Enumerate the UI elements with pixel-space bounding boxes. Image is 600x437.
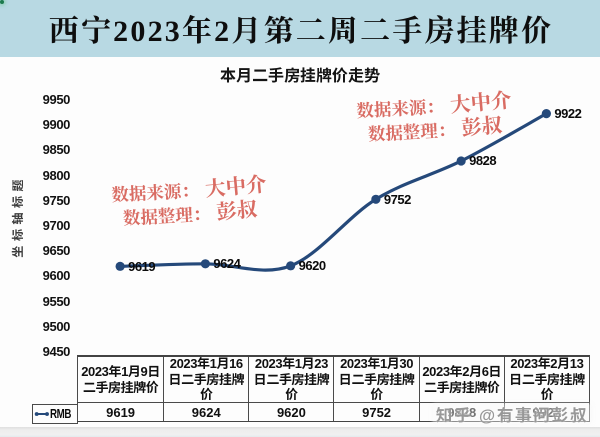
legend-cell: RMB <box>32 404 78 424</box>
table-value-cell: 9752 <box>333 403 418 421</box>
data-point-label: 9619 <box>128 258 156 274</box>
y-tick-label: 9550 <box>42 293 71 309</box>
data-point-marker <box>200 259 210 269</box>
y-tick-label: 9600 <box>42 268 71 284</box>
table-header-cell: 2023年1月30 日二手房挂牌 价 <box>333 356 419 403</box>
legend-series-label: RMB <box>50 406 72 421</box>
y-tick-label: 9650 <box>42 243 71 259</box>
annotation-data-source-right: 数据来源： 大中介 数据整理： 彭叔 <box>355 89 513 148</box>
data-point-marker <box>541 109 551 119</box>
data-point-marker <box>115 261 125 271</box>
y-tick-label: 9800 <box>42 167 71 183</box>
y-tick-label: 9750 <box>42 192 71 208</box>
table-value-cell: 9922 <box>503 403 589 421</box>
annotation-source-label: 数据来源： <box>110 180 200 206</box>
table-header-cell: 2023年1月16 日二手房挂牌 价 <box>163 356 249 403</box>
annotation-curator-label: 数据整理： <box>367 119 456 145</box>
y-tick-label: 9950 <box>42 92 71 107</box>
page-title: 西宁2023年2月第二周二手房挂牌价 <box>48 14 554 48</box>
data-point-marker <box>456 156 466 166</box>
y-tick-label: 9450 <box>42 344 71 359</box>
y-tick-label: 9500 <box>42 318 71 334</box>
data-point-label: 9922 <box>554 106 582 122</box>
data-point-label: 9624 <box>213 256 241 272</box>
table-header-cell: 2023年1月9日 二手房挂牌价 <box>78 357 164 403</box>
data-point-label: 9620 <box>298 258 326 274</box>
annotation-source-value: 大中介 <box>203 173 267 202</box>
bottom-strip <box>0 427 600 437</box>
annotation-source-label: 数据来源： <box>355 96 445 122</box>
watermark: 知乎 @有事问彭叔 <box>433 403 592 425</box>
data-table: 2023年1月9日 二手房挂牌价 2023年1月16 日二手房挂牌 价 2023年1… <box>77 355 590 422</box>
table-header-cell: 2023年2月13 日二手房挂牌 价 <box>503 356 589 403</box>
data-point-marker <box>371 194 381 204</box>
annotation-curator-value: 彭叔 <box>215 198 259 225</box>
legend-line-marker-icon <box>34 411 49 416</box>
annotation-curator-label: 数据整理： <box>122 203 211 229</box>
y-tick-label: 9700 <box>42 218 71 233</box>
corner-dot-icon <box>0 0 4 4</box>
table-value-cell: 9619 <box>106 404 136 420</box>
annotation-curator-value: 彭叔 <box>460 114 504 141</box>
annotation-data-source-left: 数据来源： 大中介 数据整理： 彭叔 <box>110 173 268 232</box>
title-band: 西宁2023年2月第二周二手房挂牌价 <box>0 0 600 57</box>
data-point-marker <box>286 261 296 271</box>
y-tick-label: 9850 <box>42 142 71 158</box>
table-value-cell: 9828 <box>418 403 504 421</box>
table-header-cell: 2023年1月23 日二手房挂牌 价 <box>248 356 334 403</box>
table-header-cell: 2023年2月6日 二手房挂牌价 <box>418 357 504 403</box>
chart-title: 本月二手房挂牌价走势 <box>219 68 380 85</box>
data-point-label: 9828 <box>469 153 497 169</box>
annotation-source-value: 大中介 <box>448 89 512 118</box>
series-line <box>120 112 548 272</box>
y-tick-label: 9900 <box>42 117 71 133</box>
table-value-cell: 9624 <box>163 403 248 421</box>
table-value-cell: 9620 <box>248 403 333 421</box>
data-point-label: 9752 <box>383 191 411 207</box>
